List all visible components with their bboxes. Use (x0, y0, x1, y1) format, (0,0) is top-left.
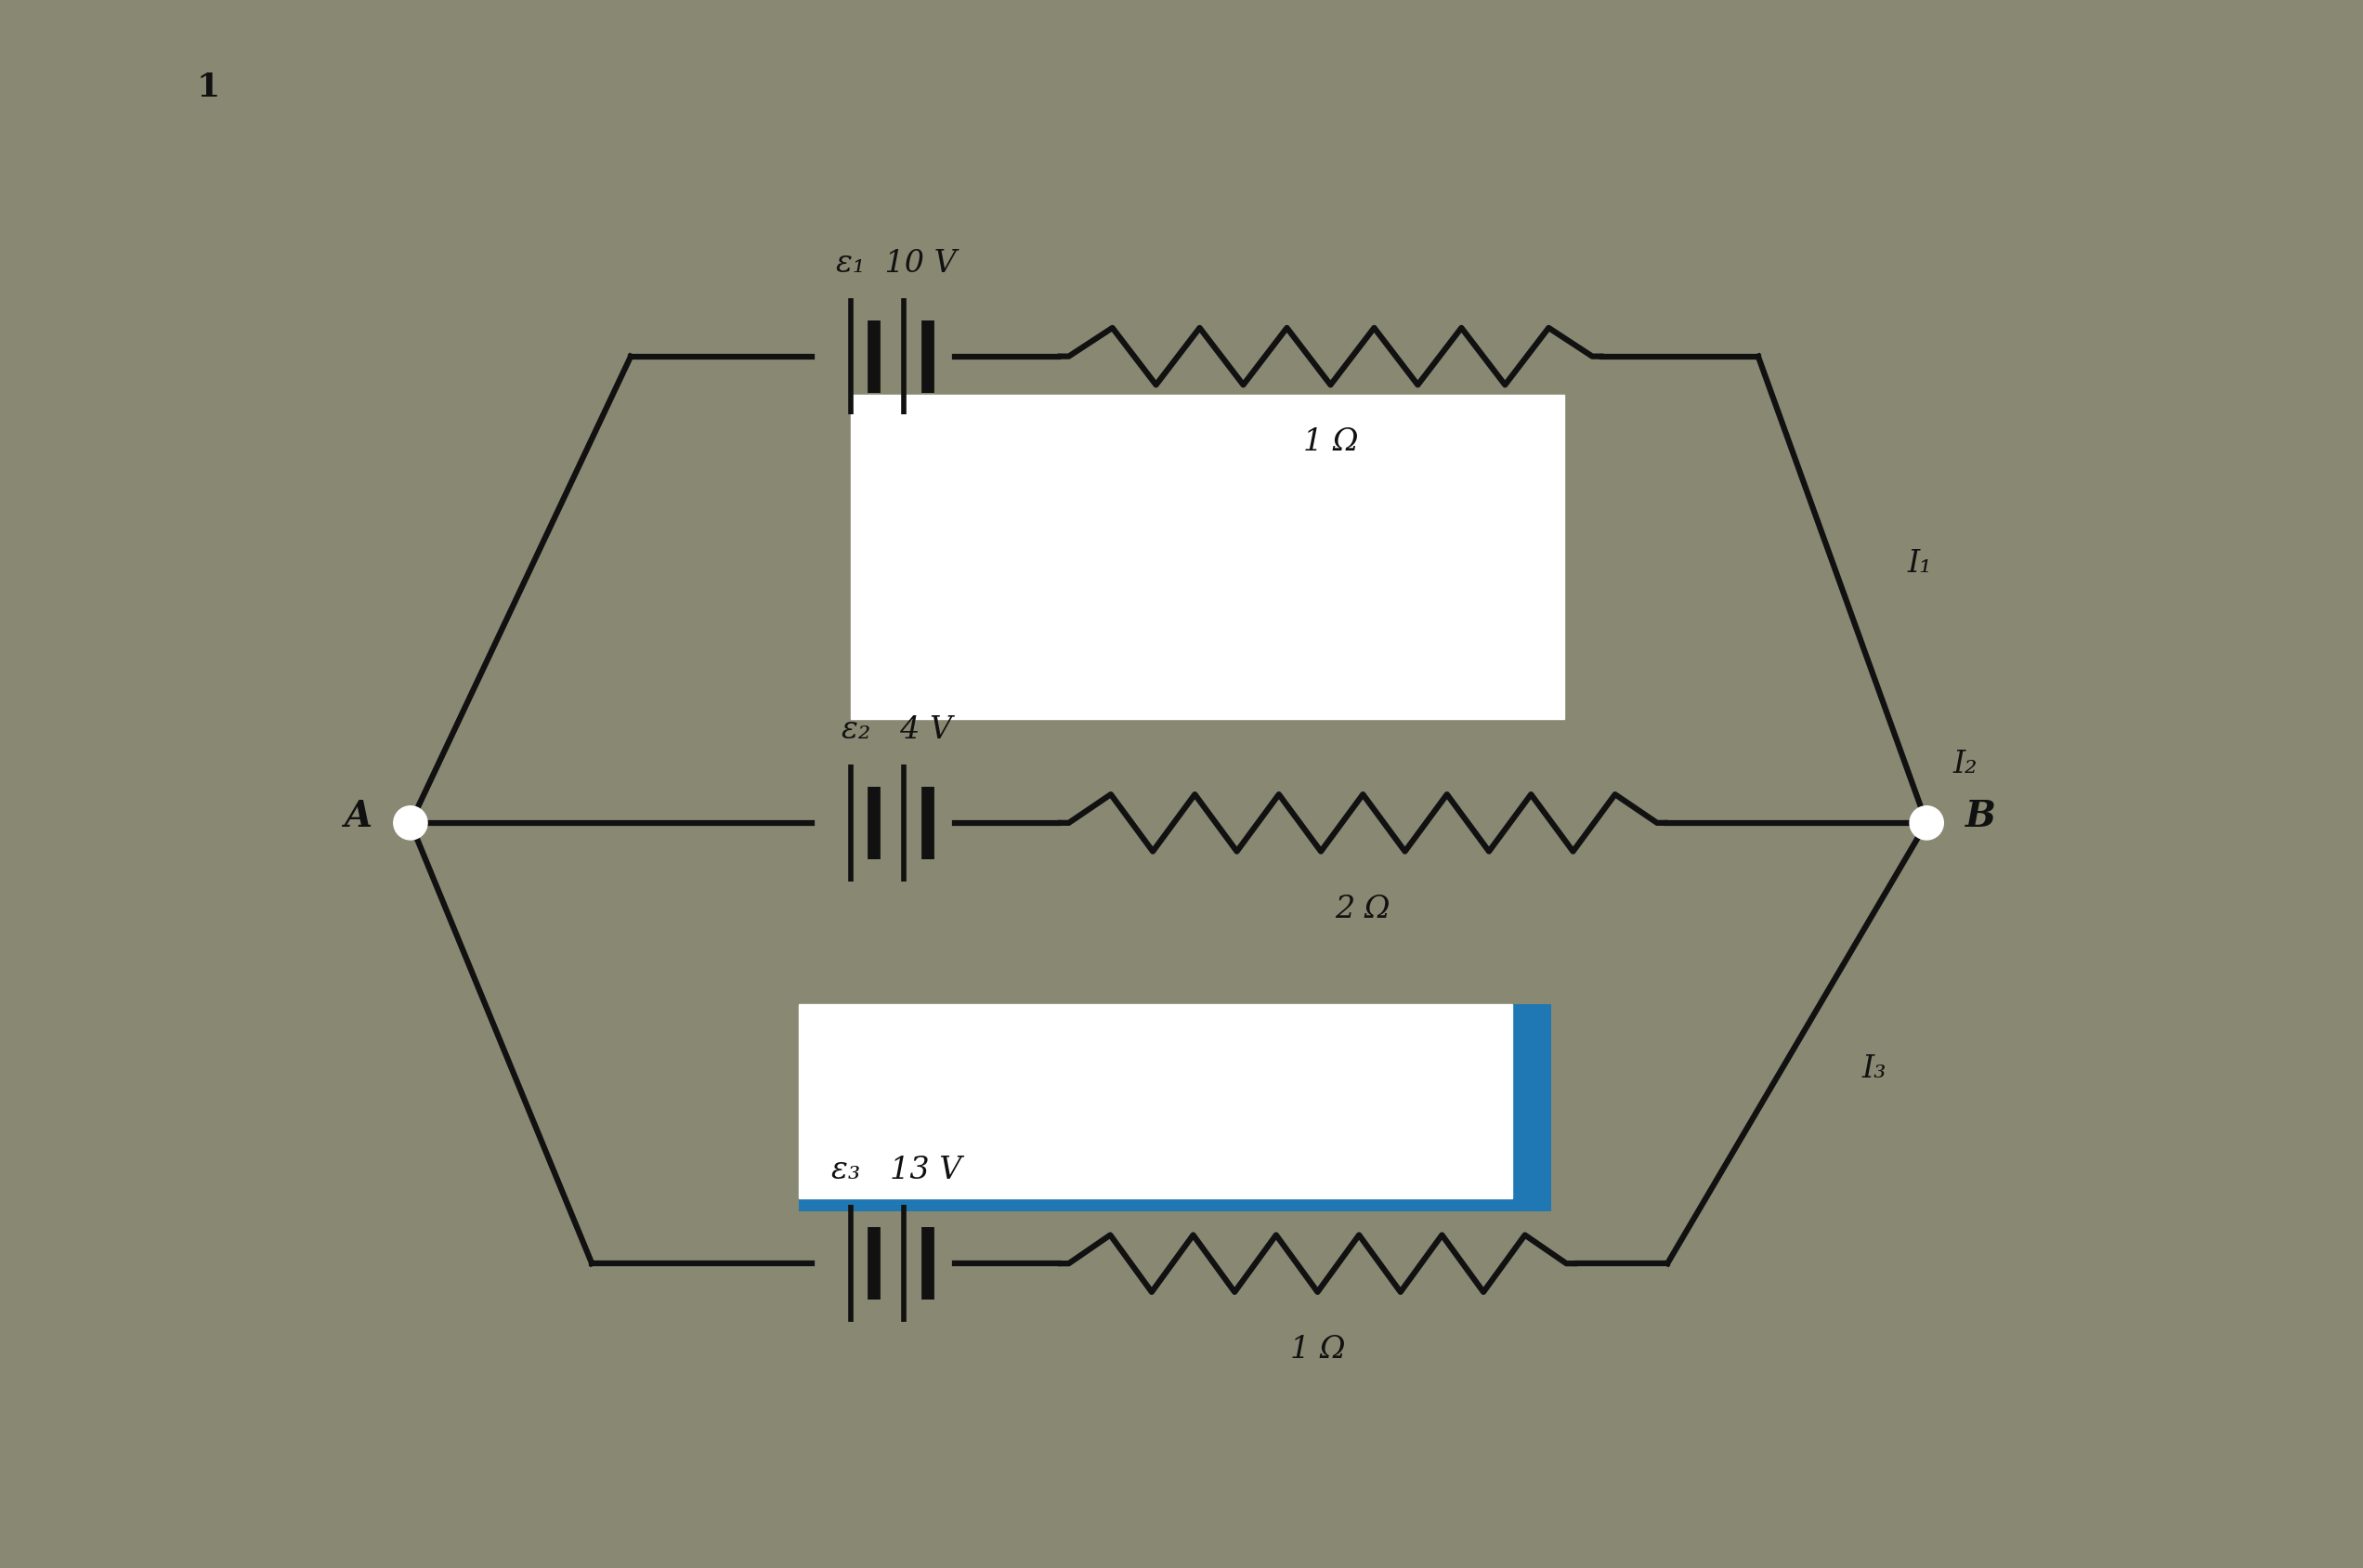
Text: 2 Ω: 2 Ω (1335, 894, 1389, 924)
Bar (799, 1005, 1512, 1198)
Text: ε₂   4 V: ε₂ 4 V (841, 715, 952, 745)
Text: B: B (1966, 798, 1997, 834)
Text: 1 Ω: 1 Ω (1290, 1334, 1345, 1364)
Circle shape (1909, 806, 1942, 840)
Text: ε₁  10 V: ε₁ 10 V (837, 249, 957, 279)
Text: I₁: I₁ (1907, 549, 1933, 579)
Text: 1 Ω: 1 Ω (1302, 428, 1359, 458)
Bar (851, 395, 1564, 720)
Text: ε₃   13 V: ε₃ 13 V (832, 1156, 962, 1185)
Text: I₃: I₃ (1862, 1054, 1886, 1083)
Circle shape (395, 806, 428, 840)
Text: I₂: I₂ (1952, 750, 1978, 779)
Text: 1: 1 (196, 71, 220, 103)
Text: A: A (343, 798, 371, 834)
Bar (799, 1005, 1550, 1212)
